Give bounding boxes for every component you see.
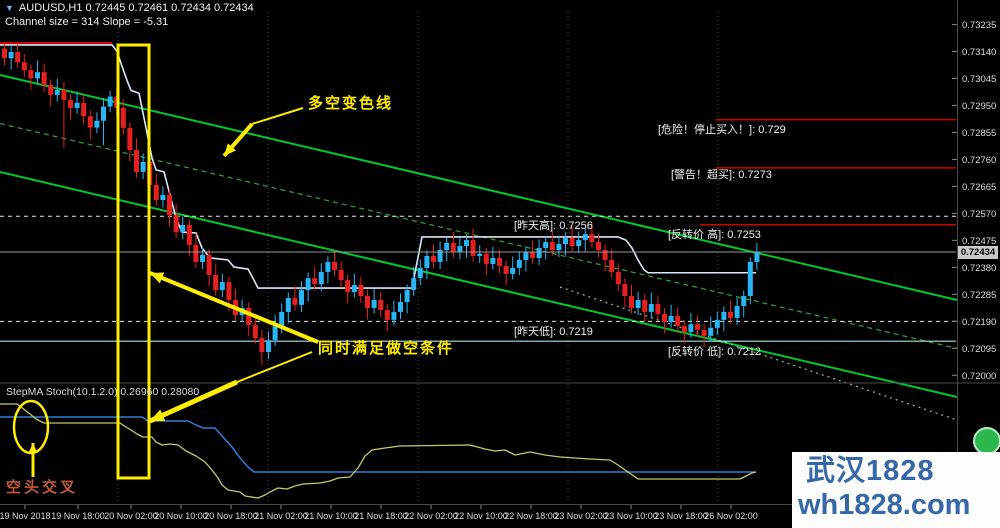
svg-text:22 Nov 02:00: 22 Nov 02:00 xyxy=(404,511,458,521)
svg-text:0.72475: 0.72475 xyxy=(962,236,996,247)
svg-text:23 Nov 18:00: 23 Nov 18:00 xyxy=(654,511,708,521)
svg-text:22 Nov 18:00: 22 Nov 18:00 xyxy=(504,511,558,521)
svg-text:26 Nov 02:00: 26 Nov 02:00 xyxy=(704,511,758,521)
svg-text:22 Nov 10:00: 22 Nov 10:00 xyxy=(454,511,508,521)
svg-text:20 Nov 10:00: 20 Nov 10:00 xyxy=(154,511,208,521)
watermark-line2: wh1828.com xyxy=(798,489,971,521)
svg-text:21 Nov 18:00: 21 Nov 18:00 xyxy=(354,511,408,521)
svg-text:0.72285: 0.72285 xyxy=(962,290,996,301)
svg-text:0.72570: 0.72570 xyxy=(962,209,996,220)
svg-text:0.72665: 0.72665 xyxy=(962,182,996,193)
svg-text:19 Nov 18:00: 19 Nov 18:00 xyxy=(51,511,105,521)
svg-text:0.73235: 0.73235 xyxy=(962,20,996,31)
svg-text:20 Nov 02:00: 20 Nov 02:00 xyxy=(104,511,158,521)
svg-text:0.72190: 0.72190 xyxy=(962,317,996,328)
svg-text:0.72950: 0.72950 xyxy=(962,101,996,112)
svg-text:0.73045: 0.73045 xyxy=(962,74,996,85)
svg-text:0.73140: 0.73140 xyxy=(962,47,996,58)
svg-text:20 Nov 18:00: 20 Nov 18:00 xyxy=(204,511,258,521)
svg-text:21 Nov 02:00: 21 Nov 02:00 xyxy=(254,511,308,521)
svg-text:23 Nov 02:00: 23 Nov 02:00 xyxy=(554,511,608,521)
svg-text:23 Nov 10:00: 23 Nov 10:00 xyxy=(604,511,658,521)
current-price-marker: 0.72434 xyxy=(958,246,998,259)
svg-text:0.72000: 0.72000 xyxy=(962,371,996,382)
svg-text:0.72380: 0.72380 xyxy=(962,263,996,274)
svg-text:0.72760: 0.72760 xyxy=(962,155,996,166)
watermark-line1: 武汉1828 xyxy=(806,455,935,487)
svg-text:0.72095: 0.72095 xyxy=(962,344,996,355)
svg-text:19 Nov 2018: 19 Nov 2018 xyxy=(0,511,51,521)
svg-text:21 Nov 10:00: 21 Nov 10:00 xyxy=(304,511,358,521)
watermark: 武汉1828 wh1828.com xyxy=(792,452,1000,528)
svg-text:0.72855: 0.72855 xyxy=(962,128,996,139)
